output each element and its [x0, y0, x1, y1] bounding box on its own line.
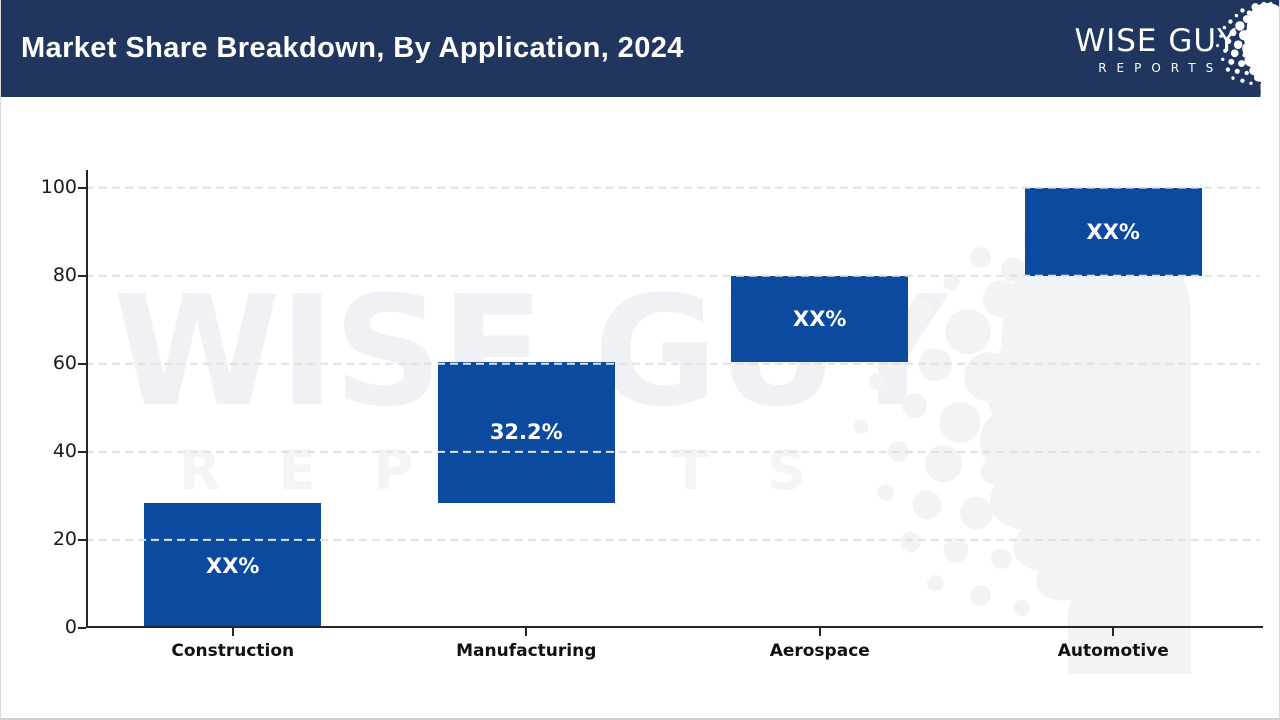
y-axis-line	[86, 170, 88, 628]
bar-aerospace: XX%	[731, 275, 909, 362]
y-tick-mark	[78, 186, 86, 189]
y-tick-label-80: 80	[52, 263, 77, 286]
page-title: Market Share Breakdown, By Application, …	[21, 32, 684, 64]
y-tick-label-40: 40	[52, 439, 77, 462]
bar-value-label: 32.2%	[489, 420, 563, 445]
bar-construction: XX%	[144, 503, 322, 628]
logo-brand-name: WISE GUY	[1074, 22, 1237, 59]
x-tick-label-construction: Construction	[171, 641, 295, 661]
y-tick-mark	[78, 362, 86, 365]
y-tick-mark	[78, 450, 86, 453]
logo-brand-sub: REPORTS	[1098, 60, 1224, 75]
bar-manufacturing: 32.2%	[437, 361, 615, 504]
x-tick-label-automotive: Automotive	[1057, 641, 1169, 661]
x-tick-mark	[231, 628, 234, 636]
x-tick-mark	[1112, 628, 1115, 636]
x-axis-line	[86, 626, 1263, 628]
wiseguy-face-icon	[1216, 1, 1279, 97]
y-tick-label-60: 60	[52, 351, 77, 374]
bar-value-label: XX%	[206, 553, 260, 578]
x-tick-label-aerospace: Aerospace	[769, 641, 870, 661]
y-tick-label-20: 20	[52, 527, 77, 550]
header-bar: Market Share Breakdown, By Application, …	[1, 0, 1279, 97]
y-tick-mark	[78, 274, 86, 277]
x-tick-label-manufacturing: Manufacturing	[456, 641, 597, 661]
bar-value-label: XX%	[1086, 219, 1140, 244]
wiseguy-logo: WISE GUY REPORTS	[1074, 0, 1279, 97]
bar-value-label: XX%	[793, 306, 847, 331]
y-tick-label-100: 100	[40, 175, 77, 198]
y-tick-mark	[78, 627, 86, 629]
x-tick-mark	[525, 628, 528, 636]
x-tick-mark	[818, 628, 821, 636]
y-tick-label-0: 0	[64, 616, 77, 638]
wiseguy-logo-text: WISE GUY REPORTS	[1074, 23, 1237, 75]
bar-automotive: XX%	[1024, 187, 1202, 276]
y-tick-mark	[78, 538, 86, 541]
